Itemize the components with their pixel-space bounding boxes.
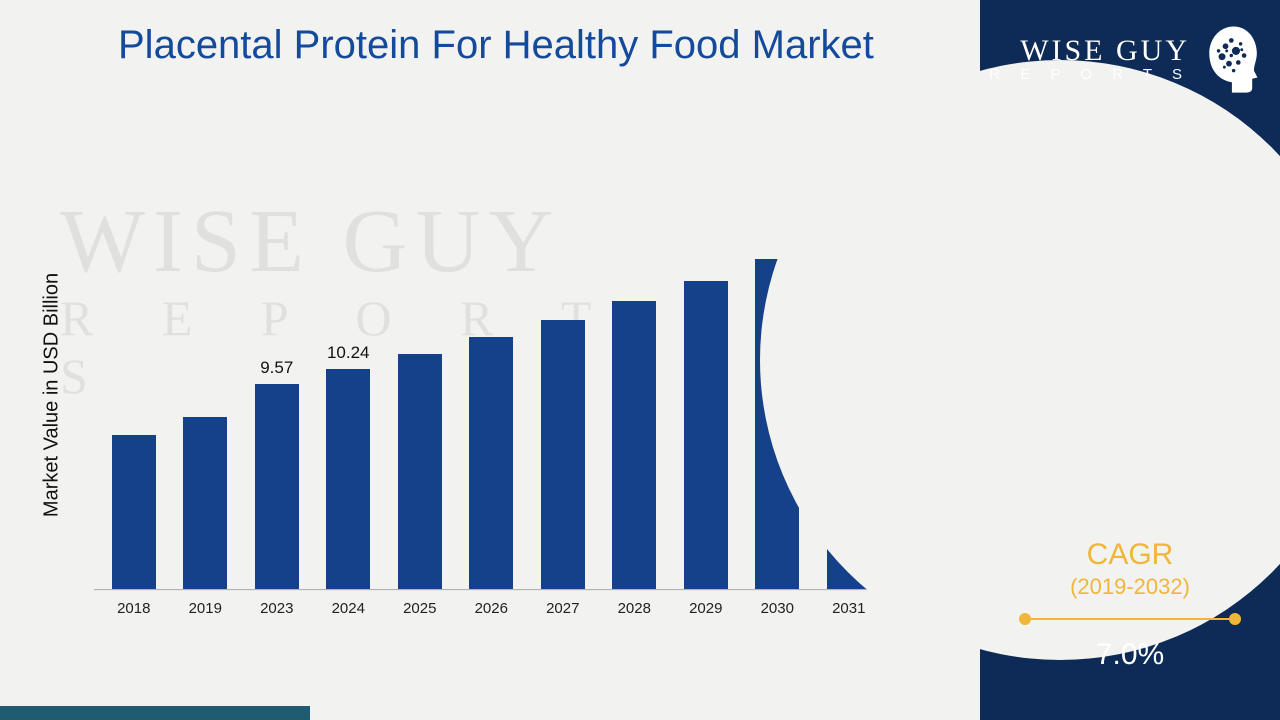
x-tick-label: 2026 xyxy=(475,600,508,617)
cagr-range: (2019-2032) xyxy=(980,574,1280,600)
x-tick-label: 2027 xyxy=(546,600,579,617)
x-tick-label: 2024 xyxy=(332,600,365,617)
x-tick-label: 2031 xyxy=(832,600,865,617)
brand-line2: R E P O R T S xyxy=(989,67,1190,83)
bar xyxy=(541,320,585,589)
bar xyxy=(112,435,156,589)
brand-head-icon xyxy=(1200,24,1258,94)
cagr-divider xyxy=(1025,618,1235,620)
bar-2029: 2029 xyxy=(670,160,742,589)
bar-2018: 2018 xyxy=(98,160,170,589)
x-tick-label: 2023 xyxy=(260,600,293,617)
cagr-block: CAGR (2019-2032) 7.0% xyxy=(980,538,1280,672)
bar-2019: 2019 xyxy=(170,160,242,589)
bar-2023: 9.572023 xyxy=(241,160,313,589)
x-tick-label: 2025 xyxy=(403,600,436,617)
bar-2024: 10.242024 xyxy=(313,160,385,589)
x-tick-label: 2029 xyxy=(689,600,722,617)
bottom-accent-bar xyxy=(0,706,310,720)
bar xyxy=(684,281,728,589)
bar xyxy=(612,301,656,589)
bar-value-label: 10.24 xyxy=(327,343,370,363)
bar xyxy=(326,369,370,589)
x-tick-label: 2018 xyxy=(117,600,150,617)
x-tick-label: 2019 xyxy=(189,600,222,617)
brand-line1: WISE GUY xyxy=(989,35,1190,67)
x-tick-label: 2030 xyxy=(761,600,794,617)
chart-title: Placental Protein For Healthy Food Marke… xyxy=(118,22,878,68)
bar xyxy=(398,354,442,589)
bar xyxy=(255,384,299,589)
bar-2026: 2026 xyxy=(456,160,528,589)
x-tick-label: 2028 xyxy=(618,600,651,617)
cagr-label: CAGR xyxy=(980,538,1280,572)
bar-2025: 2025 xyxy=(384,160,456,589)
infographic-canvas: WISE GUY R E P O R T S Placental Protein… xyxy=(0,0,1280,720)
bar-2028: 2028 xyxy=(599,160,671,589)
bar-2027: 2027 xyxy=(527,160,599,589)
y-axis-label: Market Value in USD Billion xyxy=(41,273,64,517)
cagr-value: 7.0% xyxy=(980,638,1280,672)
brand-logo: WISE GUY R E P O R T S xyxy=(989,24,1258,94)
bar-value-label: 9.57 xyxy=(260,358,293,378)
bar xyxy=(469,337,513,589)
bar xyxy=(183,417,227,589)
right-panel: WISE GUY R E P O R T S CAGR (2019 xyxy=(980,0,1280,720)
